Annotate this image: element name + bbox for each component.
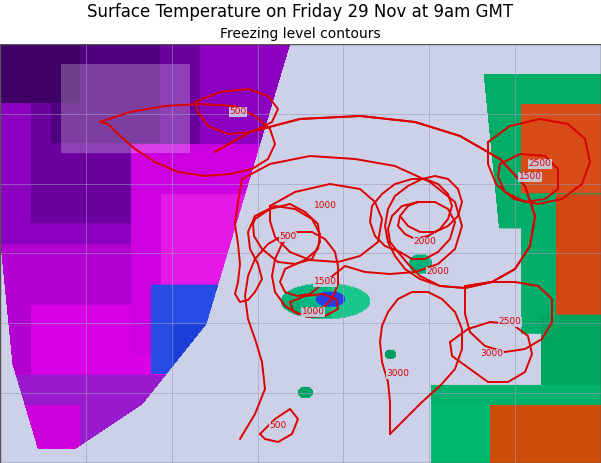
Text: Surface Temperature on Friday 29 Nov at 9am GMT: Surface Temperature on Friday 29 Nov at … — [87, 3, 514, 21]
Text: 3000: 3000 — [481, 350, 504, 358]
Text: 2000: 2000 — [413, 238, 436, 246]
Text: 1500: 1500 — [314, 277, 337, 287]
Text: 500: 500 — [279, 232, 297, 242]
Text: 500: 500 — [269, 421, 287, 431]
Text: 2500: 2500 — [499, 318, 522, 326]
Text: Freezing level contours: Freezing level contours — [220, 27, 381, 41]
Text: 1500: 1500 — [519, 173, 542, 181]
Text: 1000: 1000 — [314, 201, 337, 211]
Text: 500: 500 — [230, 107, 246, 117]
Text: 2500: 2500 — [528, 159, 552, 169]
Text: 2000: 2000 — [427, 268, 450, 276]
Text: 1000: 1000 — [302, 307, 325, 317]
Text: 3000: 3000 — [386, 369, 409, 378]
